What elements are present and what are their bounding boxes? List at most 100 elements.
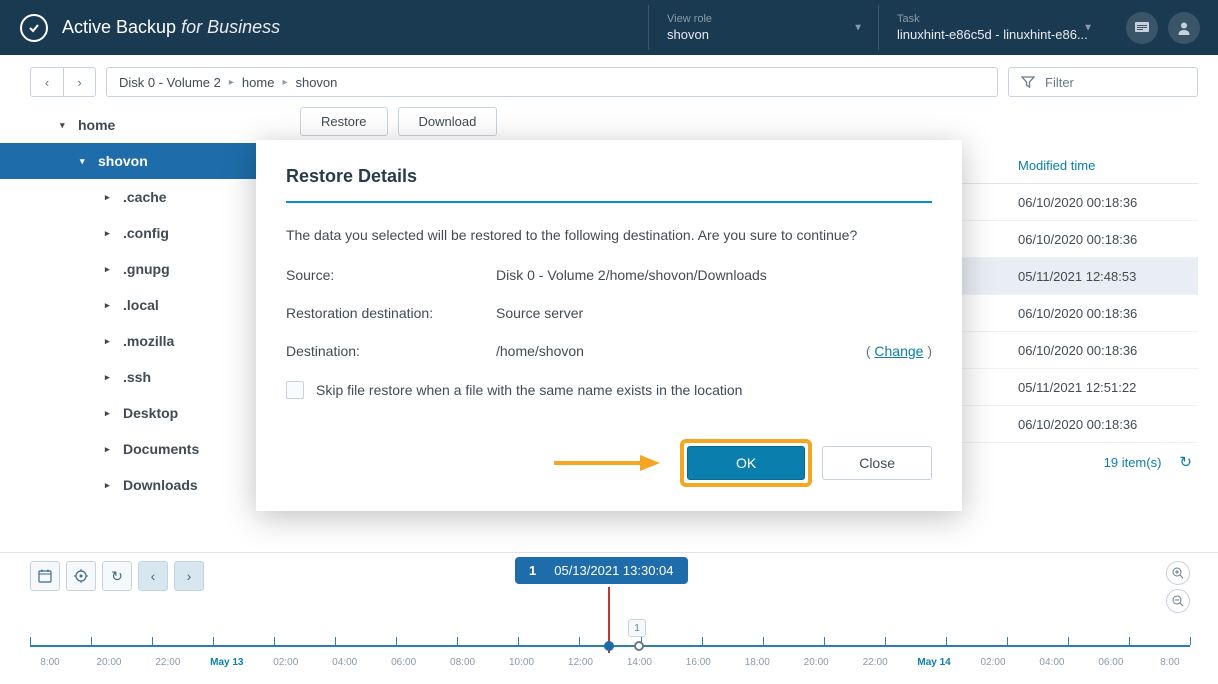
timeline-snapshot-badge[interactable]: 1 bbox=[628, 619, 646, 637]
timeline-dot-current[interactable] bbox=[604, 641, 614, 651]
tree-item-Documents[interactable]: Documents bbox=[30, 431, 260, 467]
refresh-icon[interactable]: ↻ bbox=[1179, 453, 1192, 471]
destination-value: /home/shovon bbox=[496, 343, 584, 359]
modified-time-cell: 05/11/2021 12:48:53 bbox=[1008, 269, 1198, 284]
skip-label: Skip file restore when a file with the s… bbox=[316, 382, 742, 398]
timeline-labels: 8:0020:0022:00May 1302:0004:0006:0008:00… bbox=[30, 657, 1190, 668]
chevron-down-icon bbox=[80, 156, 90, 167]
view-role-label: View role bbox=[667, 13, 860, 25]
task-dropdown[interactable]: Task linuxhint-e86c5d - linuxhint-e86...… bbox=[878, 5, 1108, 50]
tree-item-Desktop[interactable]: Desktop bbox=[30, 395, 260, 431]
tree-item-label: Downloads bbox=[123, 477, 198, 493]
refresh-icon[interactable]: ↻ bbox=[102, 561, 132, 591]
view-role-dropdown[interactable]: View role shovon ▼ bbox=[648, 5, 878, 50]
tree-item-label: .cache bbox=[123, 189, 167, 205]
timeline-marker[interactable]: 1 05/13/2021 13:30:04 bbox=[515, 557, 688, 584]
tree-item-ssh[interactable]: .ssh bbox=[30, 359, 260, 395]
chevron-right-icon bbox=[105, 228, 115, 239]
tree-item-label: Documents bbox=[123, 441, 199, 457]
toolbar: ‹ › Disk 0 - Volume 2 ▸ home ▸ shovon Fi… bbox=[0, 55, 1218, 97]
tree-item-label: .mozilla bbox=[123, 333, 174, 349]
chevron-right-icon bbox=[105, 480, 115, 491]
download-button[interactable]: Download bbox=[398, 107, 498, 136]
timeline-label: 20:00 bbox=[89, 657, 129, 668]
restoration-destination-value: Source server bbox=[496, 305, 932, 321]
nav-buttons: ‹ › bbox=[30, 67, 96, 97]
timeline-dot-snapshot[interactable] bbox=[634, 641, 644, 651]
zoom-out-icon[interactable] bbox=[1166, 589, 1190, 613]
timeline-label: May 13 bbox=[207, 657, 247, 668]
chevron-right-icon bbox=[105, 300, 115, 311]
zoom-in-icon[interactable] bbox=[1166, 561, 1190, 585]
timeline-label: 22:00 bbox=[148, 657, 188, 668]
tree-item-mozilla[interactable]: .mozilla bbox=[30, 323, 260, 359]
timeline-label: 18:00 bbox=[737, 657, 777, 668]
timeline-label: 8:00 bbox=[30, 657, 70, 668]
restore-button[interactable]: Restore bbox=[300, 107, 388, 136]
breadcrumb-item[interactable]: home bbox=[242, 75, 275, 90]
app-logo-icon bbox=[20, 14, 48, 42]
folder-tree: home shovon .cache .config.gnupg .local .mozi… bbox=[0, 97, 260, 552]
tree-item-cache[interactable]: .cache bbox=[30, 179, 260, 215]
timeline-label: 22:00 bbox=[855, 657, 895, 668]
tree-item-shovon[interactable]: shovon bbox=[0, 143, 260, 179]
tree-item-label: .ssh bbox=[123, 369, 151, 385]
timeline-label: 04:00 bbox=[325, 657, 365, 668]
dialog-buttons: OK Close bbox=[286, 439, 932, 487]
restore-details-dialog: Restore Details The data you selected wi… bbox=[256, 140, 962, 511]
logo-area: Active Backup for Business bbox=[0, 14, 300, 42]
tree-item-label: Desktop bbox=[123, 405, 178, 421]
chevron-right-icon bbox=[105, 408, 115, 419]
destination-label: Destination: bbox=[286, 343, 496, 359]
target-icon[interactable] bbox=[66, 561, 96, 591]
change-link[interactable]: Change bbox=[874, 343, 923, 359]
column-modified-time[interactable]: Modified time bbox=[1008, 158, 1198, 173]
timeline-label: 12:00 bbox=[560, 657, 600, 668]
tree-item-home[interactable]: home bbox=[30, 107, 260, 143]
messages-icon[interactable] bbox=[1126, 12, 1158, 44]
timeline-label: 02:00 bbox=[266, 657, 306, 668]
tree-item-local[interactable]: .local bbox=[30, 287, 260, 323]
breadcrumb-item[interactable]: Disk 0 - Volume 2 bbox=[119, 75, 221, 90]
calendar-icon[interactable] bbox=[30, 561, 60, 591]
breadcrumb[interactable]: Disk 0 - Volume 2 ▸ home ▸ shovon bbox=[106, 67, 998, 97]
dialog-rule bbox=[286, 201, 932, 203]
timeline-label: 10:00 bbox=[502, 657, 542, 668]
timeline-label: 02:00 bbox=[973, 657, 1013, 668]
chevron-down-icon: ▼ bbox=[1083, 22, 1093, 33]
timeline-label: 04:00 bbox=[1032, 657, 1072, 668]
source-label: Source: bbox=[286, 267, 496, 283]
tree-item-config[interactable]: .config bbox=[30, 215, 260, 251]
close-button[interactable]: Close bbox=[822, 446, 932, 480]
app-name-main: Active Backup bbox=[62, 17, 176, 37]
header-icons bbox=[1108, 12, 1218, 44]
timeline-next-button[interactable]: › bbox=[174, 561, 204, 591]
tree-item-Downloads[interactable]: Downloads bbox=[30, 467, 260, 503]
modified-time-cell: 06/10/2020 00:18:36 bbox=[1008, 417, 1198, 432]
nav-back-button[interactable]: ‹ bbox=[31, 68, 63, 96]
filter-button[interactable]: Filter bbox=[1008, 67, 1198, 97]
source-value: Disk 0 - Volume 2/home/shovon/Downloads bbox=[496, 267, 932, 283]
chevron-right-icon bbox=[105, 264, 115, 275]
dialog-title: Restore Details bbox=[286, 166, 932, 187]
breadcrumb-item[interactable]: shovon bbox=[295, 75, 337, 90]
nav-forward-button[interactable]: › bbox=[63, 68, 95, 96]
modified-time-cell: 05/11/2021 12:51:22 bbox=[1008, 380, 1198, 395]
marker-timestamp: 05/13/2021 13:30:04 bbox=[554, 563, 673, 578]
chevron-right-icon bbox=[105, 444, 115, 455]
timeline-label: 8:00 bbox=[1150, 657, 1190, 668]
tree-item-label: home bbox=[78, 117, 115, 133]
action-buttons: Restore Download bbox=[300, 107, 1198, 136]
chevron-right-icon: ▸ bbox=[229, 77, 234, 88]
tree-item-label: .local bbox=[123, 297, 159, 313]
skip-checkbox-row[interactable]: Skip file restore when a file with the s… bbox=[286, 381, 932, 399]
tree-item-gnupg[interactable]: .gnupg bbox=[30, 251, 260, 287]
user-icon[interactable] bbox=[1168, 12, 1200, 44]
timeline-label: 16:00 bbox=[678, 657, 718, 668]
view-role-value: shovon bbox=[667, 27, 860, 42]
ok-button[interactable]: OK bbox=[687, 446, 805, 480]
app-name: Active Backup for Business bbox=[62, 17, 280, 38]
skip-checkbox[interactable] bbox=[286, 381, 304, 399]
timeline-prev-button[interactable]: ‹ bbox=[138, 561, 168, 591]
modified-time-cell: 06/10/2020 00:18:36 bbox=[1008, 195, 1198, 210]
